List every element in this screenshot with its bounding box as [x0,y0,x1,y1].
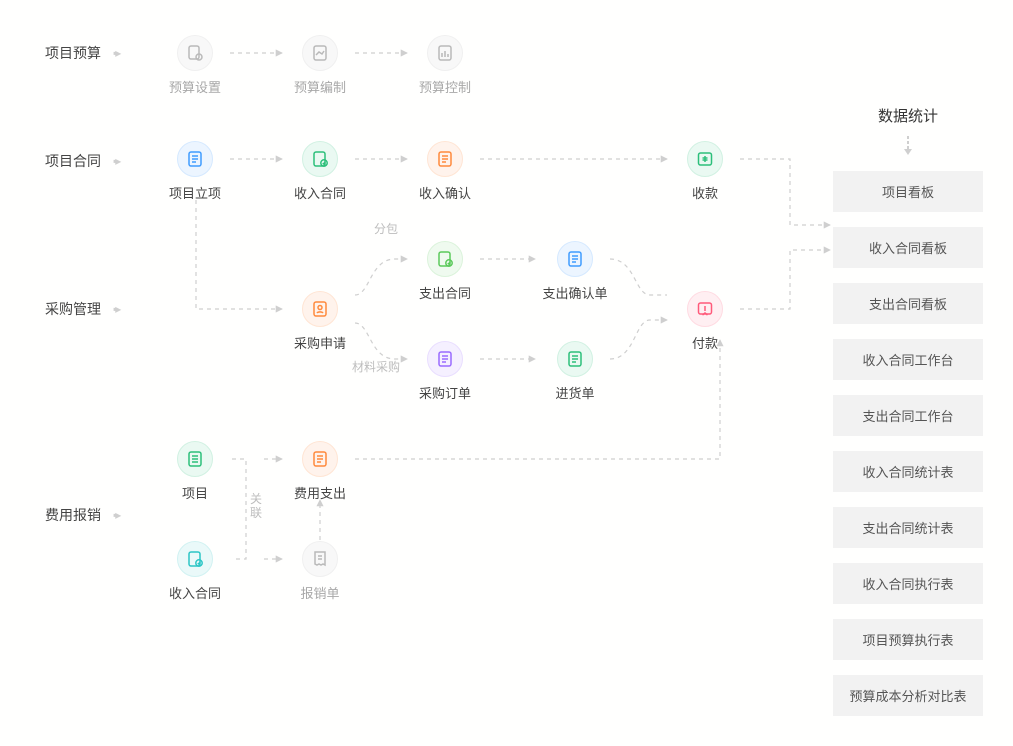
edge-12 [610,320,667,359]
stats-btn-6[interactable]: 支出合同统计表 [833,507,983,548]
stats-btn-7[interactable]: 收入合同执行表 [833,563,983,604]
stats-down-arrow-icon [833,136,983,159]
stats-btn-9[interactable]: 预算成本分析对比表 [833,675,983,716]
stats-btn-5[interactable]: 收入合同统计表 [833,451,983,492]
edge-7 [355,259,407,295]
stats-panel: 数据统计项目看板收入合同看板支出合同看板收入合同工作台支出合同工作台收入合同统计… [833,105,983,731]
edge-13 [740,250,830,309]
edge-6 [196,200,282,309]
edge-10 [610,259,667,295]
stats-btn-2[interactable]: 支出合同看板 [833,283,983,324]
stats-title: 数据统计 [833,105,983,126]
edge-18 [355,340,720,459]
edge-5 [740,159,830,225]
edge-8 [355,323,407,359]
stats-btn-1[interactable]: 收入合同看板 [833,227,983,268]
stats-btn-8[interactable]: 项目预算执行表 [833,619,983,660]
edge-14 [232,459,246,559]
stats-btn-3[interactable]: 收入合同工作台 [833,339,983,380]
stats-btn-4[interactable]: 支出合同工作台 [833,395,983,436]
stats-btn-0[interactable]: 项目看板 [833,171,983,212]
